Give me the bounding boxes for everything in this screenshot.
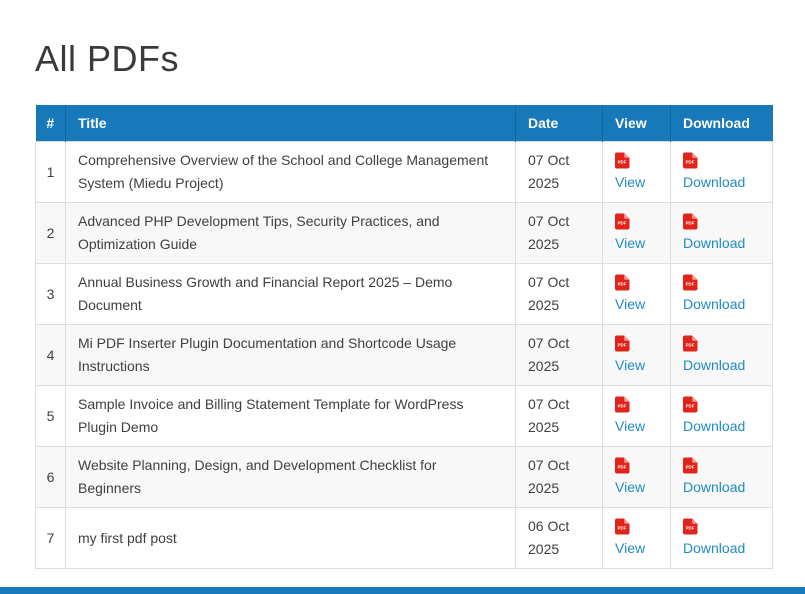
view-link[interactable]: View — [615, 417, 646, 434]
pdf-title: Advanced PHP Development Tips, Security … — [65, 202, 516, 264]
pdf-file-icon: PDF — [615, 213, 658, 230]
pdf-icon-label: PDF — [686, 342, 695, 347]
download-cell: PDF Download — [670, 141, 773, 203]
table-row: 2 Advanced PHP Development Tips, Securit… — [35, 202, 773, 264]
pdf-icon-label: PDF — [618, 342, 627, 347]
view-cell: PDF View — [602, 141, 671, 203]
pdf-date: 06 Oct 2025 — [515, 507, 603, 569]
row-number: 4 — [35, 324, 66, 386]
col-header-title: Title — [65, 105, 516, 142]
pdf-file-icon: PDF — [615, 518, 658, 535]
pdf-icon-label: PDF — [686, 159, 695, 164]
view-cell: PDF View — [602, 507, 671, 569]
pdf-date: 07 Oct 2025 — [515, 446, 603, 508]
view-cell: PDF View — [602, 446, 671, 508]
download-cell: PDF Download — [670, 446, 773, 508]
view-cell: PDF View — [602, 263, 671, 325]
pdf-date: 07 Oct 2025 — [515, 385, 603, 447]
col-header-download: Download — [670, 105, 773, 142]
view-link[interactable]: View — [615, 234, 646, 251]
pdf-icon-label: PDF — [618, 159, 627, 164]
download-cell: PDF Download — [670, 507, 773, 569]
table-body: 1 Comprehensive Overview of the School a… — [35, 141, 773, 569]
view-link[interactable]: View — [615, 478, 646, 495]
table-row: 6 Website Planning, Design, and Developm… — [35, 446, 773, 508]
pdf-file-icon: PDF — [683, 274, 760, 291]
view-cell: PDF View — [602, 202, 671, 264]
download-link[interactable]: Download — [683, 539, 746, 556]
col-header-num: # — [35, 105, 66, 142]
row-number: 7 — [35, 507, 66, 569]
download-cell: PDF Download — [670, 263, 773, 325]
pdf-icon-label: PDF — [686, 403, 695, 408]
pdf-icon-label: PDF — [686, 525, 695, 530]
pdf-file-icon: PDF — [683, 335, 760, 352]
download-cell: PDF Download — [670, 385, 773, 447]
view-link[interactable]: View — [615, 356, 646, 373]
row-number: 3 — [35, 263, 66, 325]
pdf-icon-label: PDF — [686, 464, 695, 469]
download-link[interactable]: Download — [683, 478, 746, 495]
download-link[interactable]: Download — [683, 295, 746, 312]
row-number: 5 — [35, 385, 66, 447]
view-cell: PDF View — [602, 324, 671, 386]
pdf-icon-label: PDF — [618, 403, 627, 408]
table-row: 4 Mi PDF Inserter Plugin Documentation a… — [35, 324, 773, 386]
view-link[interactable]: View — [615, 173, 646, 190]
page-title: All PDFs — [35, 38, 180, 79]
pdf-file-icon: PDF — [683, 457, 760, 474]
pdf-icon-label: PDF — [686, 281, 695, 286]
pdf-file-icon: PDF — [615, 457, 658, 474]
pdf-icon-label: PDF — [618, 464, 627, 469]
pdf-title: Website Planning, Design, and Developmen… — [65, 446, 516, 508]
pdf-file-icon: PDF — [683, 396, 760, 413]
download-link[interactable]: Download — [683, 234, 746, 251]
table-row: 7 my first pdf post 06 Oct 2025 PDF View… — [35, 507, 773, 569]
view-cell: PDF View — [602, 385, 671, 447]
pdf-file-icon: PDF — [615, 396, 658, 413]
download-link[interactable]: Download — [683, 173, 746, 190]
row-number: 6 — [35, 446, 66, 508]
pdf-file-icon: PDF — [615, 152, 658, 169]
download-link[interactable]: Download — [683, 417, 746, 434]
pdf-file-icon: PDF — [615, 274, 658, 291]
table-header: # Title Date View Download — [35, 105, 773, 142]
pdf-title: Annual Business Growth and Financial Rep… — [65, 263, 516, 325]
pdf-icon-label: PDF — [618, 220, 627, 225]
pdf-table: # Title Date View Download 1 Comprehensi… — [35, 105, 773, 569]
view-link[interactable]: View — [615, 539, 646, 556]
pdf-title: my first pdf post — [65, 507, 516, 569]
table-row: 5 Sample Invoice and Billing Statement T… — [35, 385, 773, 447]
table-header-row: # Title Date View Download — [35, 105, 773, 142]
footer-accent-bar — [0, 587, 805, 594]
pdf-file-icon: PDF — [683, 518, 760, 535]
download-cell: PDF Download — [670, 324, 773, 386]
download-cell: PDF Download — [670, 202, 773, 264]
col-header-view: View — [602, 105, 671, 142]
pdf-title: Mi PDF Inserter Plugin Documentation and… — [65, 324, 516, 386]
pdf-icon-label: PDF — [686, 220, 695, 225]
row-number: 2 — [35, 202, 66, 264]
pdf-file-icon: PDF — [615, 335, 658, 352]
pdf-date: 07 Oct 2025 — [515, 263, 603, 325]
pdf-date: 07 Oct 2025 — [515, 324, 603, 386]
pdf-file-icon: PDF — [683, 213, 760, 230]
pdf-date: 07 Oct 2025 — [515, 141, 603, 203]
pdf-icon-label: PDF — [618, 525, 627, 530]
pdf-date: 07 Oct 2025 — [515, 202, 603, 264]
row-number: 1 — [35, 141, 66, 203]
view-link[interactable]: View — [615, 295, 646, 312]
table-row: 3 Annual Business Growth and Financial R… — [35, 263, 773, 325]
pdf-file-icon: PDF — [683, 152, 760, 169]
pdf-icon-label: PDF — [618, 281, 627, 286]
pdf-title: Sample Invoice and Billing Statement Tem… — [65, 385, 516, 447]
table-row: 1 Comprehensive Overview of the School a… — [35, 141, 773, 203]
download-link[interactable]: Download — [683, 356, 746, 373]
col-header-date: Date — [515, 105, 603, 142]
pdf-title: Comprehensive Overview of the School and… — [65, 141, 516, 203]
